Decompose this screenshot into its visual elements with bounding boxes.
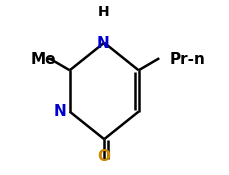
Text: N: N <box>54 104 66 119</box>
Text: H: H <box>98 5 109 19</box>
Text: Pr-n: Pr-n <box>170 52 205 67</box>
Text: Me: Me <box>30 52 56 67</box>
Text: N: N <box>97 36 110 51</box>
Text: O: O <box>97 149 110 164</box>
